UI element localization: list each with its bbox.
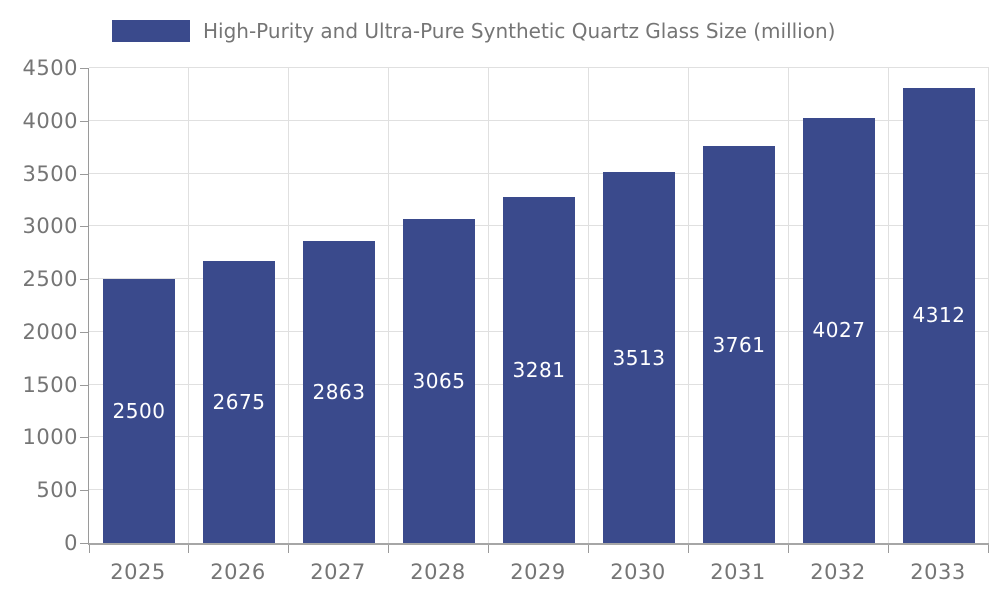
y-tick <box>80 437 88 439</box>
x-tick <box>988 545 989 553</box>
y-tick <box>80 120 88 122</box>
v-gridline <box>488 68 489 543</box>
y-tick <box>80 68 88 69</box>
y-tick <box>80 173 88 175</box>
x-tick <box>888 545 889 553</box>
plot-area: 2500 2675 2863 3065 3281 3513 3761 4027 4312 <box>80 67 989 553</box>
y-axis-label: 1000 <box>22 425 78 450</box>
bar-value-label: 4027 <box>812 318 866 343</box>
legend-swatch <box>112 20 190 42</box>
y-axis-label: 0 <box>64 531 78 555</box>
x-axis-label: 2026 <box>210 560 266 584</box>
v-gridline <box>888 68 889 543</box>
bar-2030: 3513 <box>603 172 675 543</box>
v-gridline <box>588 68 589 543</box>
x-axis-label: 2032 <box>810 560 866 584</box>
legend-label: High-Purity and Ultra-Pure Synthetic Qua… <box>203 19 836 43</box>
v-gridline <box>388 68 389 543</box>
bar-value-label: 3281 <box>512 357 566 382</box>
x-tick <box>288 545 289 553</box>
v-gridline <box>688 68 689 543</box>
legend[interactable]: High-Purity and Ultra-Pure Synthetic Qua… <box>112 20 835 42</box>
h-gridline <box>89 172 989 174</box>
bar-value-label: 3513 <box>612 345 666 370</box>
y-tick <box>80 279 88 281</box>
x-axis-label: 2031 <box>710 560 766 584</box>
y-tick <box>80 331 88 333</box>
x-axis-label: 2027 <box>310 560 366 584</box>
y-tick <box>80 226 88 228</box>
bar-2026: 2675 <box>203 260 275 543</box>
x-tick <box>688 545 689 553</box>
y-axis-label: 1500 <box>22 372 78 397</box>
x-tick <box>188 545 189 553</box>
y-axis-label: 3000 <box>22 214 78 239</box>
y-axis-label: 4500 <box>22 56 78 80</box>
bar-value-label: 2863 <box>312 379 366 404</box>
y-axis-label: 3500 <box>22 161 78 186</box>
y-axis-label: 500 <box>36 478 78 503</box>
bar-2029: 3281 <box>503 196 575 543</box>
x-axis-label: 2029 <box>510 560 566 584</box>
y-axis-label: 2500 <box>22 267 78 292</box>
bar-value-label: 4312 <box>912 303 966 328</box>
x-axis-label: 2025 <box>110 560 166 584</box>
bar-value-label: 2500 <box>112 399 166 424</box>
h-gridline <box>89 119 989 121</box>
v-gridline <box>288 68 289 543</box>
x-tick <box>89 545 90 553</box>
x-axis-label: 2030 <box>610 560 666 584</box>
y-tick <box>80 543 88 544</box>
v-gridline <box>988 68 989 543</box>
x-axis-label: 2028 <box>410 560 466 584</box>
bar-2032: 4027 <box>803 117 875 543</box>
bar-value-label: 3761 <box>712 332 766 357</box>
bar-2031: 3761 <box>703 146 775 543</box>
x-tick <box>388 545 389 553</box>
bar-2027: 2863 <box>303 240 375 543</box>
x-tick <box>588 545 589 553</box>
bar-2033: 4312 <box>903 87 975 543</box>
y-tick <box>80 490 88 492</box>
bar-value-label: 3065 <box>412 369 466 394</box>
v-gridline <box>188 68 189 543</box>
bar-value-label: 2675 <box>212 389 266 414</box>
y-axis-label: 4000 <box>22 108 78 133</box>
x-tick <box>488 545 489 553</box>
h-gridline <box>89 67 989 68</box>
x-axis-label: 2033 <box>910 560 966 584</box>
bar-2025: 2500 <box>103 279 175 543</box>
x-tick <box>788 545 789 553</box>
y-axis-label: 2000 <box>22 319 78 344</box>
bar-2028: 3065 <box>403 219 475 543</box>
y-tick <box>80 384 88 386</box>
v-gridline <box>788 68 789 543</box>
